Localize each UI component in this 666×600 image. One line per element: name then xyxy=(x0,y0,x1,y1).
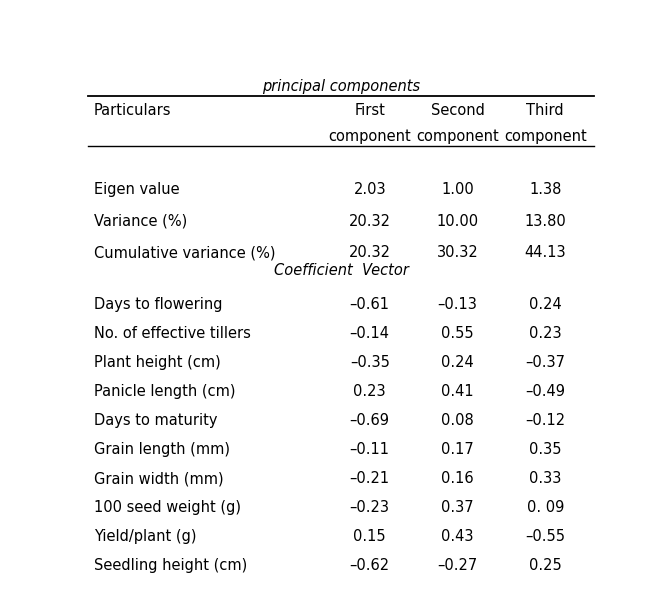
Text: 2.03: 2.03 xyxy=(354,182,386,197)
Text: 10.00: 10.00 xyxy=(436,214,479,229)
Text: 0.55: 0.55 xyxy=(441,326,474,341)
Text: 0.33: 0.33 xyxy=(529,471,561,486)
Text: 1.38: 1.38 xyxy=(529,182,561,197)
Text: First: First xyxy=(354,103,385,118)
Text: 20.32: 20.32 xyxy=(349,245,391,260)
Text: 0.24: 0.24 xyxy=(529,296,561,311)
Text: component: component xyxy=(416,129,499,144)
Text: 0.43: 0.43 xyxy=(441,529,474,544)
Text: Grain length (mm): Grain length (mm) xyxy=(93,442,230,457)
Text: –0.23: –0.23 xyxy=(350,500,390,515)
Text: –0.61: –0.61 xyxy=(350,296,390,311)
Text: –0.35: –0.35 xyxy=(350,355,390,370)
Text: Plant height (cm): Plant height (cm) xyxy=(93,355,220,370)
Text: Seedling height (cm): Seedling height (cm) xyxy=(93,559,247,574)
Text: 13.80: 13.80 xyxy=(524,214,566,229)
Text: Cumulative variance (%): Cumulative variance (%) xyxy=(93,245,275,260)
Text: Eigen value: Eigen value xyxy=(93,182,179,197)
Text: Days to flowering: Days to flowering xyxy=(93,296,222,311)
Text: –0.14: –0.14 xyxy=(350,326,390,341)
Text: 0.17: 0.17 xyxy=(441,442,474,457)
Text: –0.49: –0.49 xyxy=(525,384,565,399)
Text: Grain width (mm): Grain width (mm) xyxy=(93,471,223,486)
Text: Particulars: Particulars xyxy=(93,103,171,118)
Text: component: component xyxy=(504,129,587,144)
Text: 0.24: 0.24 xyxy=(441,355,474,370)
Text: Variance (%): Variance (%) xyxy=(93,214,187,229)
Text: –0.62: –0.62 xyxy=(350,559,390,574)
Text: 0.41: 0.41 xyxy=(441,384,474,399)
Text: –0.13: –0.13 xyxy=(438,296,478,311)
Text: –0.55: –0.55 xyxy=(525,529,565,544)
Text: component: component xyxy=(328,129,411,144)
Text: Yield/plant (g): Yield/plant (g) xyxy=(93,529,196,544)
Text: –0.37: –0.37 xyxy=(525,355,565,370)
Text: 0.23: 0.23 xyxy=(529,326,561,341)
Text: –0.11: –0.11 xyxy=(350,442,390,457)
Text: –0.12: –0.12 xyxy=(525,413,565,428)
Text: Days to maturity: Days to maturity xyxy=(93,413,217,428)
Text: Second: Second xyxy=(430,103,484,118)
Text: 0.23: 0.23 xyxy=(354,384,386,399)
Text: 20.32: 20.32 xyxy=(349,214,391,229)
Text: –0.69: –0.69 xyxy=(350,413,390,428)
Text: 30.32: 30.32 xyxy=(437,245,478,260)
Text: 0. 09: 0. 09 xyxy=(527,500,564,515)
Text: 0.35: 0.35 xyxy=(529,442,561,457)
Text: –0.27: –0.27 xyxy=(438,559,478,574)
Text: 0.08: 0.08 xyxy=(441,413,474,428)
Text: principal components: principal components xyxy=(262,79,420,94)
Text: Third: Third xyxy=(526,103,564,118)
Text: Panicle length (cm): Panicle length (cm) xyxy=(93,384,235,399)
Text: 0.37: 0.37 xyxy=(441,500,474,515)
Text: 0.16: 0.16 xyxy=(441,471,474,486)
Text: 100 seed weight (g): 100 seed weight (g) xyxy=(93,500,240,515)
Text: 0.15: 0.15 xyxy=(354,529,386,544)
Text: 0.25: 0.25 xyxy=(529,559,561,574)
Text: 1.00: 1.00 xyxy=(441,182,474,197)
Text: –0.21: –0.21 xyxy=(350,471,390,486)
Text: 44.13: 44.13 xyxy=(524,245,566,260)
Text: No. of effective tillers: No. of effective tillers xyxy=(93,326,250,341)
Text: Coefficient  Vector: Coefficient Vector xyxy=(274,263,409,278)
